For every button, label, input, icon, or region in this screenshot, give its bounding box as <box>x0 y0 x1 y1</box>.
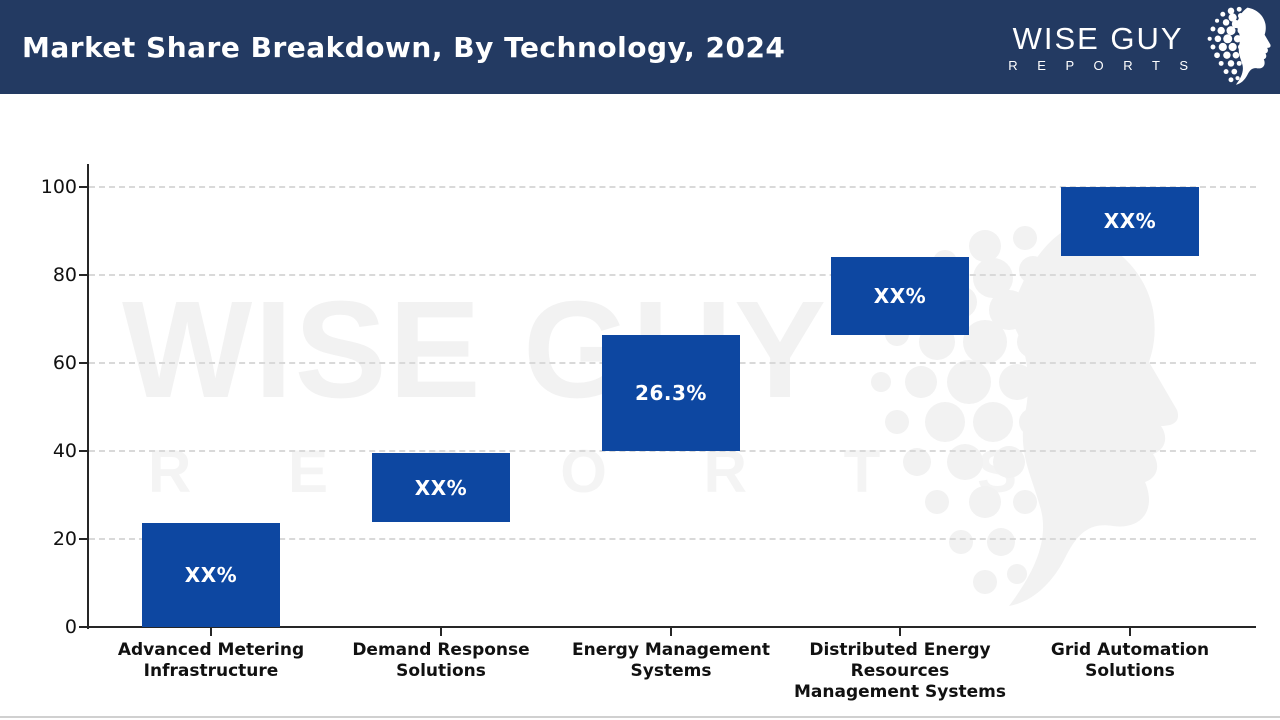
bar-segment: XX% <box>372 452 510 523</box>
bar-value-label: XX% <box>414 475 468 500</box>
x-tick <box>1129 628 1131 636</box>
chart-title: Market Share Breakdown, By Technology, 2… <box>22 30 786 64</box>
y-tick-label: 40 <box>52 440 77 462</box>
gridline <box>89 450 1256 452</box>
y-tick <box>79 274 87 276</box>
y-tick <box>79 626 87 628</box>
bar-segment: 26.3% <box>602 335 740 451</box>
y-tick-label: 80 <box>52 264 77 286</box>
y-tick <box>79 362 87 364</box>
brand-subname: R E P O R T S <box>1008 57 1196 73</box>
brand-logo-text: WISE GUY R E P O R T S <box>1000 23 1196 72</box>
gridline <box>89 186 1256 188</box>
footer-divider <box>0 716 1280 718</box>
x-tick <box>670 628 672 636</box>
header: Market Share Breakdown, By Technology, 2… <box>0 0 1280 94</box>
y-tick-label: 0 <box>64 616 77 638</box>
x-axis-category-label: Grid Automation Solutions <box>1050 640 1210 681</box>
x-tick <box>899 628 901 636</box>
y-tick <box>79 538 87 540</box>
x-axis-category-label: Advanced Metering Infrastructure <box>117 640 305 681</box>
gridline <box>89 538 1256 540</box>
y-tick-label: 100 <box>40 176 77 198</box>
y-tick-label: 20 <box>52 528 77 550</box>
bar-value-label: XX% <box>873 283 927 308</box>
brand-head-icon <box>1207 6 1271 85</box>
gridline <box>89 274 1256 276</box>
y-tick <box>79 186 87 188</box>
y-axis-line <box>87 164 89 629</box>
x-axis-line <box>87 626 1256 628</box>
brand-logo: WISE GUY R E P O R T S <box>1000 0 1272 94</box>
y-tick <box>79 450 87 452</box>
bar-segment: XX% <box>1061 187 1199 256</box>
bar-segment: XX% <box>142 523 280 627</box>
bar-value-label: XX% <box>1103 209 1157 234</box>
brand-name: WISE GUY <box>1012 20 1184 56</box>
x-axis-category-label: Demand Response Solutions <box>352 640 530 681</box>
y-tick-label: 60 <box>52 352 77 374</box>
x-axis-category-label: Distributed Energy Resources Management … <box>794 640 1006 702</box>
x-axis-category-label: Energy Management Systems <box>572 640 770 681</box>
bar-value-label: 26.3% <box>635 381 707 406</box>
x-tick <box>210 628 212 636</box>
x-tick <box>440 628 442 636</box>
bar-value-label: XX% <box>184 563 238 588</box>
bar-segment: XX% <box>831 256 969 336</box>
